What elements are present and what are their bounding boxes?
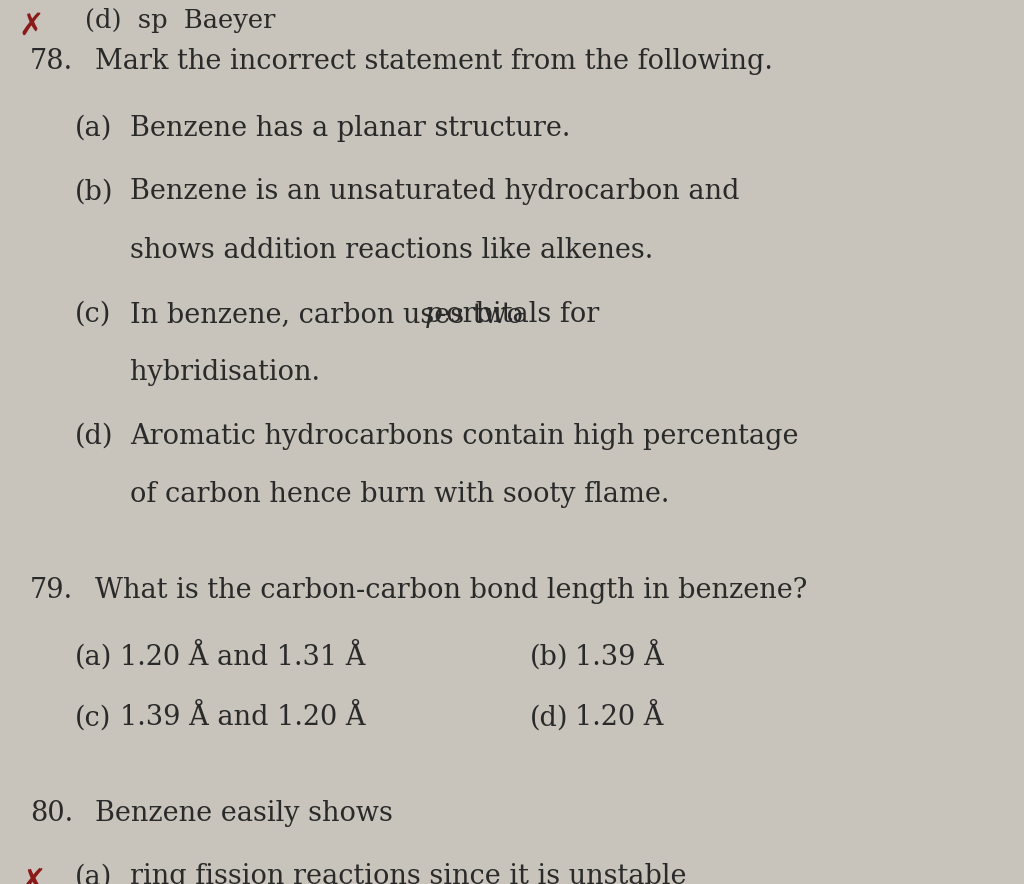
Text: (a): (a) xyxy=(75,864,113,884)
Text: Benzene easily shows: Benzene easily shows xyxy=(95,800,393,827)
Text: hybridisation.: hybridisation. xyxy=(130,359,319,386)
Text: ring fission reactions since it is unstable: ring fission reactions since it is unsta… xyxy=(130,864,686,884)
Text: (a): (a) xyxy=(75,115,113,141)
Text: 78.: 78. xyxy=(30,48,73,75)
Text: (c): (c) xyxy=(75,705,112,731)
Text: (b): (b) xyxy=(75,179,114,205)
Text: (a): (a) xyxy=(75,644,113,671)
Text: (d)  sp  Baeyer: (d) sp Baeyer xyxy=(85,8,275,33)
Text: ✗: ✗ xyxy=(18,865,46,884)
Text: 80.: 80. xyxy=(30,800,73,827)
Text: p: p xyxy=(425,301,442,328)
Text: (b): (b) xyxy=(530,644,568,671)
Text: (c): (c) xyxy=(75,301,112,328)
Text: 1.20 Å and 1.31 Å: 1.20 Å and 1.31 Å xyxy=(120,644,366,671)
Text: shows addition reactions like alkenes.: shows addition reactions like alkenes. xyxy=(130,237,653,264)
Text: (d): (d) xyxy=(530,705,568,731)
Text: What is the carbon-carbon bond length in benzene?: What is the carbon-carbon bond length in… xyxy=(95,577,807,604)
Text: -orbitals for: -orbitals for xyxy=(436,301,599,328)
Text: ✗: ✗ xyxy=(18,12,43,41)
Text: (d): (d) xyxy=(75,423,114,450)
Text: In benzene, carbon uses two: In benzene, carbon uses two xyxy=(130,301,531,328)
Text: Mark the incorrect statement from the following.: Mark the incorrect statement from the fo… xyxy=(95,48,773,75)
Text: 1.39 Å and 1.20 Å: 1.39 Å and 1.20 Å xyxy=(120,705,366,731)
Text: 79.: 79. xyxy=(30,577,73,604)
Text: Benzene has a planar structure.: Benzene has a planar structure. xyxy=(130,115,570,141)
Text: Benzene is an unsaturated hydrocarbon and: Benzene is an unsaturated hydrocarbon an… xyxy=(130,179,739,205)
Text: of carbon hence burn with sooty flame.: of carbon hence burn with sooty flame. xyxy=(130,482,670,508)
Text: 1.39 Å: 1.39 Å xyxy=(575,644,664,671)
Text: Aromatic hydrocarbons contain high percentage: Aromatic hydrocarbons contain high perce… xyxy=(130,423,799,450)
Text: 1.20 Å: 1.20 Å xyxy=(575,705,664,731)
